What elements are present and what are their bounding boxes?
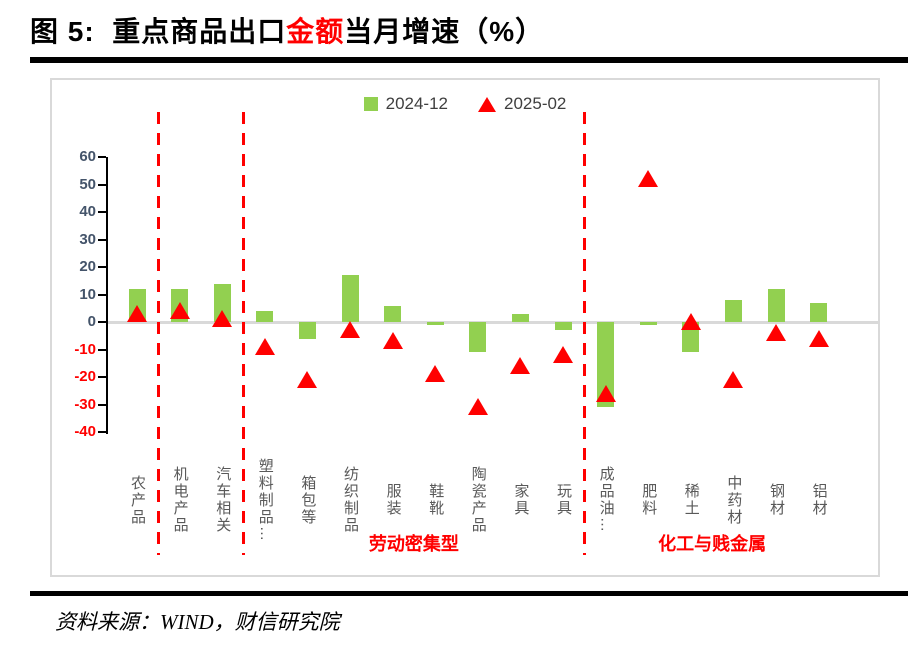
triangle-marker-铝材 xyxy=(808,329,829,347)
bar-铝材 xyxy=(810,302,828,322)
category-label-陶瓷产品: 陶瓷产品 xyxy=(469,466,487,534)
triangle-marker-塑料制品… xyxy=(254,337,275,355)
page-title-prefix: 图 5: 重点商品出口 xyxy=(30,16,287,47)
category-label-汽车相关: 汽车相关 xyxy=(214,466,232,534)
y-tick-mark xyxy=(98,403,106,406)
category-label-稀土: 稀土 xyxy=(682,483,700,517)
bar-鞋靴 xyxy=(426,322,444,325)
triangle-marker-服装 xyxy=(382,332,403,350)
y-tick-mark xyxy=(98,348,106,351)
category-label-成品油…: 成品油… xyxy=(597,466,615,534)
legend-bar-swatch-icon xyxy=(363,97,378,111)
footer-divider-rule xyxy=(30,591,908,596)
group-label-化工与贱金属: 化工与贱金属 xyxy=(658,534,767,554)
y-tick-mark xyxy=(98,376,106,378)
y-tick-label: 20 xyxy=(79,258,96,275)
chart-panel: 2024-12 2025-02 60 50 40 30 20 10 0 -10 -20 -30 -4… xyxy=(50,78,880,577)
y-axis-line xyxy=(106,157,108,434)
y-tick-label: 60 xyxy=(79,148,96,165)
y-tick-label: -40 xyxy=(74,423,96,440)
bar-肥料 xyxy=(639,322,657,325)
triangle-marker-稀土 xyxy=(680,313,701,330)
triangle-marker-肥料 xyxy=(638,170,659,187)
group-divider-line xyxy=(582,112,586,555)
y-tick-label: -20 xyxy=(74,368,96,385)
legend-label-2024-12: 2024-12 xyxy=(385,94,448,113)
page-title-highlight: 金额 xyxy=(286,16,345,47)
category-label-塑料制品…: 塑料制品… xyxy=(256,457,274,543)
bar-箱包等 xyxy=(298,322,316,339)
bar-玩具 xyxy=(554,322,572,331)
y-tick-mark xyxy=(98,293,106,296)
category-label-家具: 家具 xyxy=(512,483,530,517)
bar-钢材 xyxy=(767,289,785,322)
y-tick-mark xyxy=(98,211,106,213)
y-tick-mark xyxy=(98,431,106,433)
legend-triangle-icon xyxy=(478,96,496,112)
y-tick-label: 10 xyxy=(79,285,96,303)
triangle-marker-机电产品 xyxy=(169,302,190,319)
group-divider-line xyxy=(242,112,245,555)
y-tick-mark xyxy=(98,238,106,241)
group-divider-line xyxy=(156,112,160,555)
bar-塑料制品… xyxy=(256,311,274,322)
category-label-纺织制品: 纺织制品 xyxy=(342,466,359,534)
y-tick-mark xyxy=(98,321,106,323)
legend-item-2025-02: 2025-02 xyxy=(478,94,566,114)
category-label-中药材: 中药材 xyxy=(725,474,743,526)
y-tick-label: -30 xyxy=(74,395,96,413)
legend-item-2024-12: 2024-12 xyxy=(363,94,448,114)
triangle-marker-陶瓷产品 xyxy=(467,398,488,416)
zero-gridline xyxy=(108,321,878,324)
category-label-玩具: 玩具 xyxy=(555,483,572,517)
category-label-鞋靴: 鞋靴 xyxy=(427,483,445,517)
triangle-marker-成品油… xyxy=(595,384,616,402)
y-tick-label: 40 xyxy=(79,203,96,220)
triangle-marker-汽车相关 xyxy=(212,310,233,328)
y-tick-mark xyxy=(98,266,106,268)
triangle-marker-箱包等 xyxy=(297,370,318,388)
category-label-钢材: 钢材 xyxy=(768,483,785,517)
category-label-箱包等: 箱包等 xyxy=(299,474,317,526)
category-label-机电产品: 机电产品 xyxy=(171,466,189,534)
bar-纺织制品 xyxy=(341,275,359,322)
source-note: 资料来源：WIND，财信研究院 xyxy=(55,610,340,634)
triangle-marker-中药材 xyxy=(723,370,744,388)
plot-area: 60 50 40 30 20 10 0 -10 -20 -30 -40 农产品 机电产品 汽车相关 塑料制品… xyxy=(52,80,878,575)
triangle-marker-家具 xyxy=(510,357,531,374)
page-title: 图 5: 重点商品出口金额当月增速（%） xyxy=(30,10,544,50)
y-tick-label: 50 xyxy=(79,175,96,193)
triangle-marker-鞋靴 xyxy=(425,365,446,383)
legend-label-2025-02: 2025-02 xyxy=(504,94,567,113)
y-tick-mark xyxy=(98,156,106,158)
chart-legend: 2024-12 2025-02 xyxy=(52,94,878,114)
title-divider-rule xyxy=(30,57,908,63)
bar-中药材 xyxy=(724,300,742,322)
triangle-marker-纺织制品 xyxy=(340,321,360,339)
y-tick-label: 30 xyxy=(79,230,96,248)
triangle-marker-钢材 xyxy=(766,324,786,341)
page-title-suffix: 当月增速（%） xyxy=(344,16,545,47)
bar-服装 xyxy=(384,305,402,322)
y-tick-mark xyxy=(98,183,106,186)
y-tick-label: -10 xyxy=(74,340,96,358)
category-label-服装: 服装 xyxy=(384,483,402,517)
triangle-marker-农产品 xyxy=(127,304,147,322)
y-tick-label: 0 xyxy=(87,313,96,330)
group-label-劳动密集型: 劳动密集型 xyxy=(368,534,459,554)
category-label-农产品: 农产品 xyxy=(129,474,146,526)
bar-陶瓷产品 xyxy=(469,322,487,353)
triangle-marker-玩具 xyxy=(553,346,573,363)
category-label-肥料: 肥料 xyxy=(640,483,658,517)
category-label-铝材: 铝材 xyxy=(810,483,828,517)
bar-家具 xyxy=(511,313,529,322)
